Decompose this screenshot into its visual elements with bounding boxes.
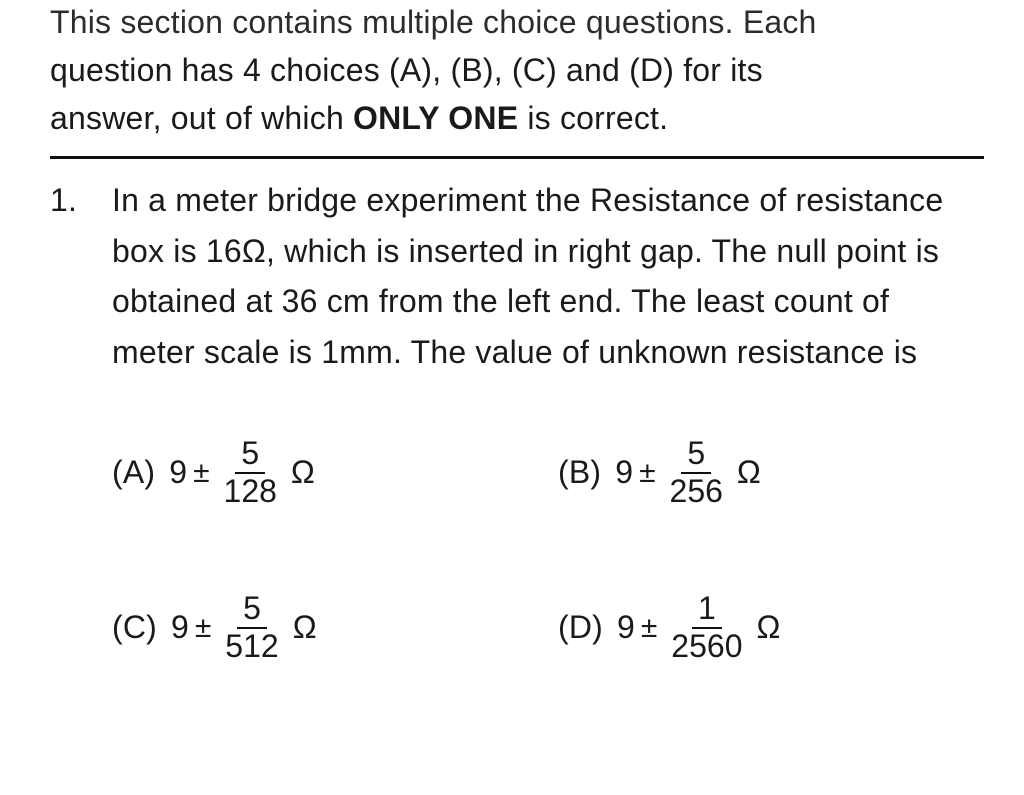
ohm-icon: Ω (754, 609, 780, 646)
option-c-denominator: 512 (219, 629, 284, 664)
option-b-fraction: 5 256 (664, 437, 729, 508)
option-a-label: (A) (112, 454, 155, 491)
option-d-denominator: 2560 (665, 629, 748, 664)
section-instructions: This section contains multiple choice qu… (50, 0, 984, 142)
ohm-icon: Ω (735, 454, 761, 491)
option-c: (C) 9 ± 5 512 Ω (112, 592, 538, 663)
instruction-line-2: question has 4 choices (A), (B), (C) and… (50, 52, 763, 88)
option-a-lead: 9 (169, 454, 187, 491)
option-a-numerator: 5 (235, 437, 265, 474)
option-c-math: 9 ± 5 512 Ω (171, 592, 317, 663)
option-b: (B) 9 ± 5 256 Ω (558, 437, 984, 508)
plus-minus-icon: ± (191, 456, 211, 490)
page: This section contains multiple choice qu… (0, 0, 1024, 664)
option-a-fraction: 5 128 (218, 437, 283, 508)
option-d-lead: 9 (617, 609, 635, 646)
option-a-denominator: 128 (218, 474, 283, 509)
option-b-denominator: 256 (664, 474, 729, 509)
option-d: (D) 9 ± 1 2560 Ω (558, 592, 984, 663)
option-b-lead: 9 (615, 454, 633, 491)
instruction-line-3-suffix: is correct. (518, 100, 668, 136)
option-b-numerator: 5 (681, 437, 711, 474)
option-c-lead: 9 (171, 609, 189, 646)
instruction-line-3-bold: ONLY ONE (353, 100, 518, 136)
instruction-line-1: This section contains multiple choice qu… (50, 4, 817, 40)
option-c-fraction: 5 512 (219, 592, 284, 663)
plus-minus-icon: ± (637, 456, 657, 490)
option-b-math: 9 ± 5 256 Ω (615, 437, 761, 508)
ohm-icon: Ω (291, 609, 317, 646)
plus-minus-icon: ± (193, 611, 213, 645)
option-a-math: 9 ± 5 128 Ω (169, 437, 315, 508)
option-a: (A) 9 ± 5 128 Ω (112, 437, 538, 508)
option-d-fraction: 1 2560 (665, 592, 748, 663)
options-grid: (A) 9 ± 5 128 Ω (B) 9 ± 5 256 Ω (112, 437, 984, 663)
plus-minus-icon: ± (639, 611, 659, 645)
divider (50, 156, 984, 159)
question-text: In a meter bridge experiment the Resista… (112, 175, 984, 377)
option-d-numerator: 1 (692, 592, 722, 629)
ohm-icon: Ω (289, 454, 315, 491)
option-b-label: (B) (558, 454, 601, 491)
question-block: 1. In a meter bridge experiment the Resi… (50, 175, 984, 377)
question-number: 1. (50, 175, 84, 377)
option-d-label: (D) (558, 609, 603, 646)
instruction-line-3-prefix: answer, out of which (50, 100, 353, 136)
option-d-math: 9 ± 1 2560 Ω (617, 592, 780, 663)
option-c-label: (C) (112, 609, 157, 646)
option-c-numerator: 5 (237, 592, 267, 629)
